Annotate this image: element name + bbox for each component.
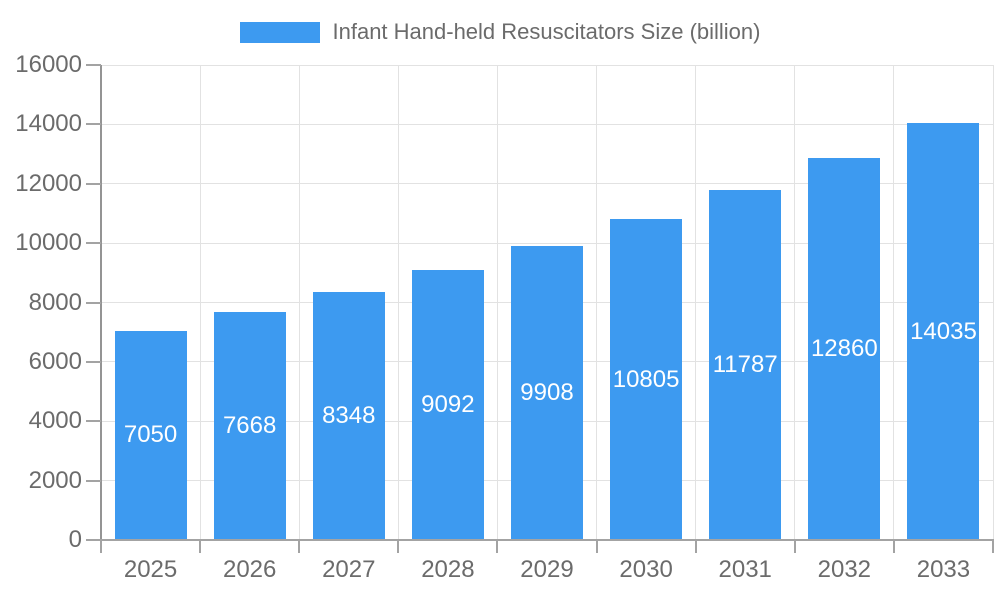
y-axis-tick: [86, 182, 101, 185]
bar: 10805: [610, 219, 683, 540]
x-axis-tick: [992, 540, 994, 553]
legend[interactable]: Infant Hand-held Resuscitators Size (bil…: [0, 14, 1000, 50]
x-tick-label: 2032: [817, 556, 872, 583]
x-axis-tick: [199, 540, 202, 553]
x-axis-tick: [595, 540, 598, 553]
y-axis-tick: [86, 123, 101, 126]
x-tick-label: 2031: [718, 556, 772, 583]
bar: 7668: [213, 312, 286, 540]
bar-value-label: 7668: [222, 412, 277, 440]
bar: 14035: [907, 123, 980, 540]
v-gridline: [893, 65, 895, 540]
bar: 11787: [709, 190, 782, 540]
y-axis-tick: [86, 301, 101, 304]
x-axis-tick: [793, 540, 796, 553]
v-gridline: [496, 65, 498, 540]
h-gridline: [101, 242, 993, 244]
x-tick-label: 2030: [619, 556, 673, 583]
bar-value-label: 10805: [612, 365, 680, 393]
y-tick-label: 16000: [15, 51, 82, 78]
bar-value-label: 14035: [910, 317, 977, 345]
x-axis-tick: [298, 540, 301, 553]
h-gridline: [101, 183, 993, 185]
y-axis-tick: [86, 479, 101, 482]
y-axis-tick: [86, 242, 101, 245]
x-tick-label: 2027: [322, 556, 376, 583]
x-axis-tick: [892, 540, 895, 553]
y-tick-label: 14000: [15, 110, 82, 138]
y-tick-label: 6000: [28, 347, 82, 375]
x-tick-label: 2033: [916, 556, 971, 583]
v-gridline: [596, 65, 598, 540]
y-axis-tick: [86, 539, 101, 541]
bar-value-label: 8348: [322, 402, 376, 430]
x-tick-label: 2025: [123, 556, 178, 583]
v-gridline: [695, 65, 697, 540]
legend-label: Infant Hand-held Resuscitators Size (bil…: [332, 19, 761, 44]
h-gridline: [101, 123, 993, 125]
y-tick-label: 10000: [15, 229, 82, 257]
x-axis-tick: [100, 540, 102, 553]
y-tick-label: 4000: [28, 407, 82, 435]
plot-area: 7050 7668 8348 9092 9908 10805 11787 12860 14035: [101, 64, 994, 540]
x-axis-tick: [496, 540, 499, 553]
bar: 9908: [511, 245, 583, 540]
x-tick-label: 2028: [421, 556, 475, 583]
bar: 9092: [411, 270, 484, 540]
v-gridline: [199, 65, 201, 540]
bar-value-label: 7050: [123, 421, 178, 449]
y-axis-tick: [86, 64, 101, 66]
y-axis-tick: [86, 360, 101, 363]
x-axis-line: [100, 539, 994, 541]
v-gridline: [397, 65, 399, 540]
bar-value-label: 11787: [712, 351, 778, 379]
x-tick-label: 2026: [222, 556, 277, 583]
y-tick-label: 12000: [15, 169, 82, 197]
bar-value-label: 9908: [520, 378, 574, 406]
bar: 12860: [808, 158, 881, 540]
bar: 8348: [312, 292, 385, 540]
y-axis-tick: [86, 420, 101, 423]
bar-value-label: 12860: [810, 335, 878, 363]
v-gridline: [794, 65, 796, 540]
legend-swatch: [239, 21, 320, 43]
y-tick-label: 2000: [28, 466, 82, 494]
y-axis-line: [100, 65, 102, 553]
x-axis-tick: [397, 540, 400, 553]
v-gridline: [298, 65, 300, 540]
h-gridline: [101, 64, 993, 66]
y-tick-label: 8000: [28, 288, 82, 316]
bar: 7050: [114, 330, 187, 540]
x-tick-label: 2029: [520, 556, 574, 583]
x-axis-tick: [694, 540, 697, 553]
y-tick-label: 0: [68, 526, 82, 553]
v-gridline: [992, 65, 994, 540]
bar-value-label: 9092: [421, 391, 475, 419]
